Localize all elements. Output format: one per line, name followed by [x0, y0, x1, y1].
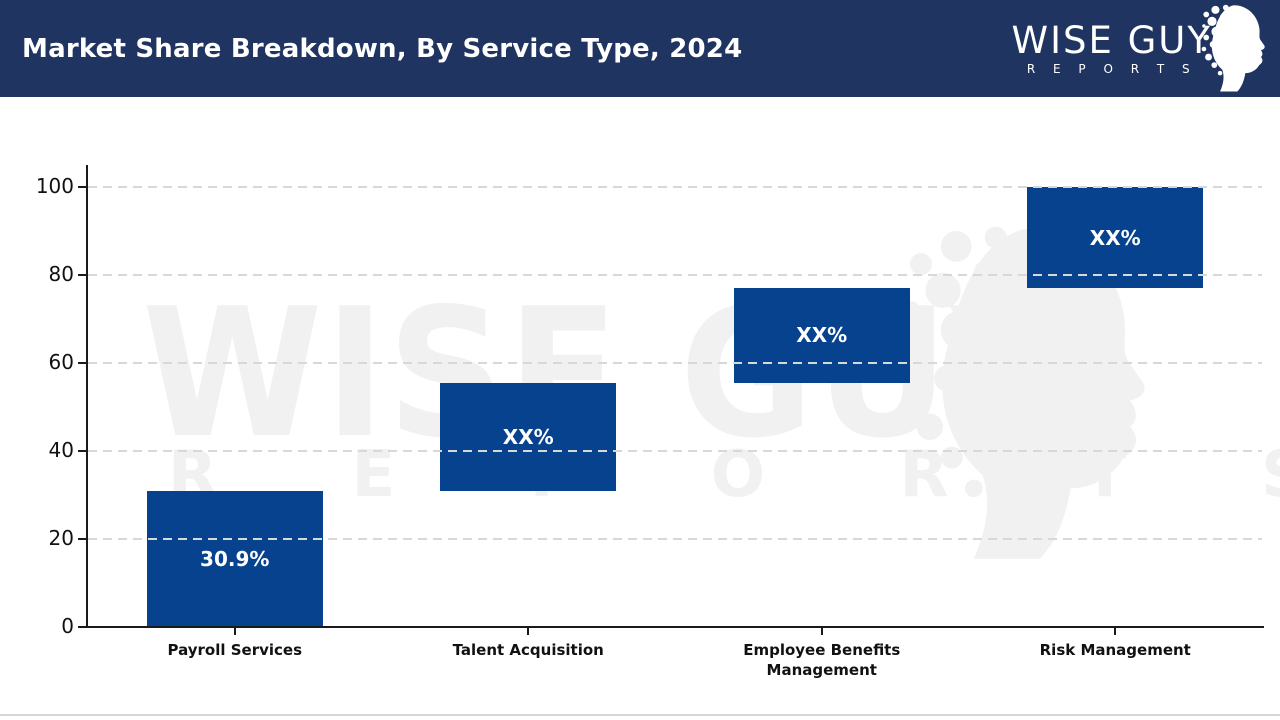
bar-value-label: 30.9%	[200, 547, 270, 571]
wise-guy-head-icon	[1201, 4, 1265, 92]
bar-payroll-services: 30.9%	[146, 491, 323, 627]
gridline-80	[88, 274, 1262, 276]
x-category-label: Employee Benefits Management	[743, 641, 901, 680]
x-tick-mark	[1114, 628, 1117, 635]
plot-area: 30.9% XX% XX% XX%	[88, 165, 1262, 627]
chart-title: Market Share Breakdown, By Service Type,…	[22, 33, 743, 64]
wise-guy-logo-text: WISE GUY R E P O R T S	[1012, 22, 1212, 76]
bar-value-label: XX%	[1089, 225, 1141, 250]
x-category-label: Payroll Services	[167, 641, 303, 659]
logo-subtitle: R E P O R T S	[1026, 61, 1197, 76]
y-tick-mark	[78, 274, 86, 276]
x-tick-mark	[527, 628, 530, 635]
x-tick-mark	[233, 628, 236, 635]
y-tick-mark	[78, 538, 86, 540]
y-tick-label: 20	[48, 526, 74, 550]
bar-risk-management: XX%	[1027, 187, 1204, 289]
bar-talent-acquisition: XX%	[440, 382, 617, 492]
y-tick-label: 60	[48, 350, 74, 374]
bottom-divider	[0, 714, 1280, 716]
y-tick-label: 100	[35, 174, 74, 198]
x-tick-mark	[820, 628, 823, 635]
logo-wordmark: WISE GUY	[1011, 18, 1212, 62]
wise-guy-logo: WISE GUY R E P O R T S	[1012, 3, 1280, 95]
gridline-60	[88, 362, 1262, 364]
y-tick-mark	[78, 362, 86, 364]
y-axis-line	[86, 165, 88, 628]
header-bar: Market Share Breakdown, By Service Type,…	[0, 0, 1280, 97]
gridline-100	[88, 186, 1262, 188]
bar-employee-benefits-management: XX%	[733, 288, 910, 383]
gridline-20	[88, 538, 1262, 540]
y-tick-mark	[78, 450, 86, 452]
bar-value-label: XX%	[502, 424, 554, 449]
bar-value-label: XX%	[796, 323, 848, 348]
gridline-40	[88, 450, 1262, 452]
y-tick-label: 80	[48, 262, 74, 286]
x-category-label: Risk Management	[1039, 641, 1191, 659]
x-axis-line	[86, 626, 1264, 628]
y-tick-label: 0	[61, 614, 74, 638]
x-category-label: Talent Acquisition	[452, 641, 604, 659]
y-tick-label: 40	[48, 438, 74, 462]
y-tick-mark	[78, 186, 86, 188]
y-tick-mark	[78, 626, 86, 628]
